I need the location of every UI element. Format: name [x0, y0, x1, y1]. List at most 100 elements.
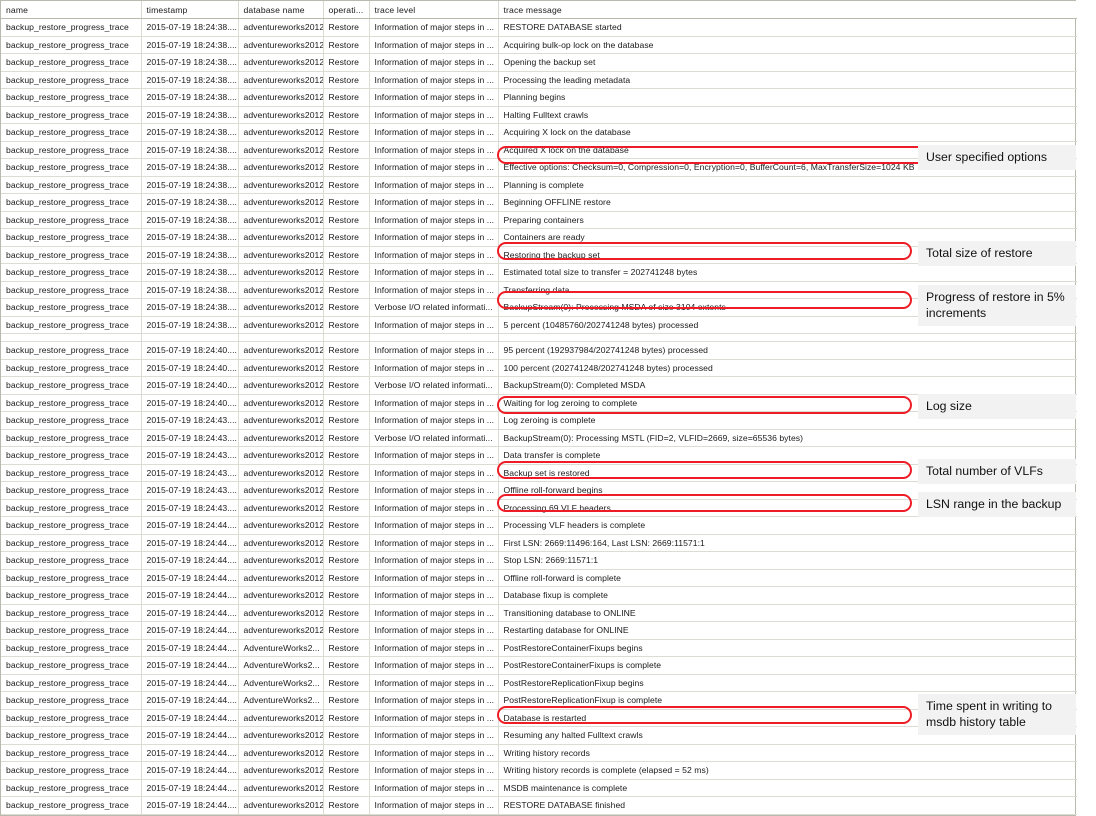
cell-db: adventureworks2012 [238, 551, 324, 570]
table-row[interactable]: backup_restore_progress_trace 2015-07-19 … [1, 359, 1077, 377]
cell-op: Restore [323, 709, 370, 727]
table-row[interactable]: backup_restore_progress_trace 2015-07-19 … [1, 709, 1077, 727]
annotation-label-total-size-of-restore: Total size of restore [918, 241, 1076, 266]
cell-db: adventureworks2012 [238, 141, 324, 159]
table-row[interactable]: backup_restore_progress_trace 2015-07-19 … [1, 263, 1077, 282]
cell-op: Restore [323, 551, 370, 570]
table-row[interactable]: backup_restore_progress_trace 2015-07-19 … [1, 316, 1077, 334]
cell-lvl: Information of major steps in ... [369, 656, 499, 675]
cell-op: Restore [323, 158, 370, 177]
table-row[interactable]: backup_restore_progress_trace 2015-07-19 … [1, 71, 1077, 89]
cell-msg: Stop LSN: 2669:11571:1 [498, 551, 1077, 570]
cell-ts: 2015-07-19 18:24:38.... [141, 123, 239, 142]
table-row[interactable]: backup_restore_progress_trace 2015-07-19 … [1, 123, 1077, 142]
cell-ts: 2015-07-19 18:24:43.... [141, 429, 239, 447]
table-row[interactable]: backup_restore_progress_trace 2015-07-19 … [1, 281, 1077, 299]
cell-name: backup_restore_progress_trace [1, 36, 142, 54]
table-row[interactable]: backup_restore_progress_trace 2015-07-19 … [1, 376, 1077, 395]
cell-ts: 2015-07-19 18:24:40.... [141, 359, 239, 377]
cell-lvl: Information of major steps in ... [369, 691, 499, 710]
cell-op: Restore [323, 779, 370, 797]
gap-cell-name [1, 333, 142, 342]
cell-name: backup_restore_progress_trace [1, 621, 142, 640]
table-row[interactable]: backup_restore_progress_trace 2015-07-19 … [1, 429, 1077, 447]
annotation-label-lsn-range: LSN range in the backup [918, 492, 1076, 517]
table-row[interactable]: backup_restore_progress_trace 2015-07-19 … [1, 158, 1077, 177]
column-header-db[interactable]: database name [238, 1, 324, 19]
cell-db: adventureworks2012 [238, 341, 324, 360]
table-row[interactable]: backup_restore_progress_trace 2015-07-19 … [1, 726, 1077, 745]
table-row[interactable]: backup_restore_progress_trace 2015-07-19 … [1, 18, 1077, 37]
table-row[interactable]: backup_restore_progress_trace 2015-07-19 … [1, 411, 1077, 430]
cell-ts: 2015-07-19 18:24:38.... [141, 88, 239, 107]
cell-name: backup_restore_progress_trace [1, 263, 142, 282]
cell-name: backup_restore_progress_trace [1, 298, 142, 317]
cell-msg: BackupStream(0): Processing MSTL (FID=2,… [498, 429, 1077, 447]
cell-db: adventureworks2012 [238, 429, 324, 447]
cell-op: Restore [323, 18, 370, 37]
cell-op: Restore [323, 639, 370, 657]
cell-name: backup_restore_progress_trace [1, 709, 142, 727]
column-header-lvl[interactable]: trace level [369, 1, 499, 19]
table-row[interactable]: backup_restore_progress_trace 2015-07-19 … [1, 796, 1077, 815]
table-row[interactable]: backup_restore_progress_trace 2015-07-19 … [1, 569, 1077, 587]
column-header-msg[interactable]: trace message [498, 1, 1077, 19]
column-header-ts[interactable]: timestamp [141, 1, 239, 19]
cell-lvl: Information of major steps in ... [369, 18, 499, 37]
cell-ts: 2015-07-19 18:24:43.... [141, 481, 239, 500]
table-row[interactable]: backup_restore_progress_trace 2015-07-19 … [1, 193, 1077, 212]
table-row[interactable]: backup_restore_progress_trace 2015-07-19 … [1, 88, 1077, 107]
cell-ts: 2015-07-19 18:24:38.... [141, 281, 239, 299]
table-row[interactable]: backup_restore_progress_trace 2015-07-19 … [1, 639, 1077, 657]
cell-db: adventureworks2012 [238, 394, 324, 412]
table-row[interactable]: backup_restore_progress_trace 2015-07-19 … [1, 621, 1077, 640]
cell-name: backup_restore_progress_trace [1, 211, 142, 229]
cell-op: Restore [323, 71, 370, 89]
table-row[interactable]: backup_restore_progress_trace 2015-07-19 … [1, 106, 1077, 124]
table-row[interactable]: backup_restore_progress_trace 2015-07-19 … [1, 341, 1077, 360]
cell-db: adventureworks2012 [238, 316, 324, 334]
table-row[interactable]: backup_restore_progress_trace 2015-07-19 … [1, 394, 1077, 412]
annotation-label-log-size: Log size [918, 394, 1076, 419]
table-row[interactable]: backup_restore_progress_trace 2015-07-19 … [1, 481, 1077, 500]
table-row[interactable]: backup_restore_progress_trace 2015-07-19 … [1, 691, 1077, 710]
cell-ts: 2015-07-19 18:24:40.... [141, 341, 239, 360]
table-row[interactable]: backup_restore_progress_trace 2015-07-19 … [1, 674, 1077, 692]
column-header-name[interactable]: name [1, 1, 142, 19]
cell-op: Restore [323, 429, 370, 447]
table-row[interactable]: backup_restore_progress_trace 2015-07-19 … [1, 228, 1077, 247]
table-row[interactable]: backup_restore_progress_trace 2015-07-19 … [1, 516, 1077, 535]
table-row[interactable]: backup_restore_progress_trace 2015-07-19 … [1, 779, 1077, 797]
cell-lvl: Information of major steps in ... [369, 411, 499, 430]
table-row[interactable]: backup_restore_progress_trace 2015-07-19 … [1, 176, 1077, 194]
column-header-op[interactable]: operati... [323, 1, 370, 19]
table-row[interactable]: backup_restore_progress_trace 2015-07-19 … [1, 36, 1077, 54]
cell-db: adventureworks2012 [238, 621, 324, 640]
table-row[interactable]: backup_restore_progress_trace 2015-07-19 … [1, 246, 1077, 264]
cell-ts: 2015-07-19 18:24:44.... [141, 639, 239, 657]
table-row[interactable]: backup_restore_progress_trace 2015-07-19 … [1, 141, 1077, 159]
table-row[interactable]: backup_restore_progress_trace 2015-07-19 … [1, 464, 1077, 482]
table-row[interactable]: backup_restore_progress_trace 2015-07-19 … [1, 761, 1077, 780]
table-row[interactable]: backup_restore_progress_trace 2015-07-19 … [1, 499, 1077, 517]
table-row[interactable]: backup_restore_progress_trace 2015-07-19 … [1, 551, 1077, 570]
cell-op: Restore [323, 499, 370, 517]
table-row[interactable]: backup_restore_progress_trace 2015-07-19 … [1, 211, 1077, 229]
cell-msg: Preparing containers [498, 211, 1077, 229]
cell-op: Restore [323, 228, 370, 247]
cell-db: adventureworks2012 [238, 281, 324, 299]
table-row[interactable]: backup_restore_progress_trace 2015-07-19 … [1, 586, 1077, 605]
cell-ts: 2015-07-19 18:24:44.... [141, 604, 239, 622]
cell-lvl: Information of major steps in ... [369, 499, 499, 517]
table-row[interactable]: backup_restore_progress_trace 2015-07-19 … [1, 534, 1077, 552]
table-row[interactable]: backup_restore_progress_trace 2015-07-19 … [1, 656, 1077, 675]
table-row[interactable]: backup_restore_progress_trace 2015-07-19 … [1, 604, 1077, 622]
table-row[interactable]: backup_restore_progress_trace 2015-07-19 … [1, 53, 1077, 72]
gap-cell-lvl [369, 333, 499, 342]
table-row[interactable]: backup_restore_progress_trace 2015-07-19 … [1, 446, 1077, 465]
cell-name: backup_restore_progress_trace [1, 639, 142, 657]
cell-op: Restore [323, 376, 370, 395]
table-row[interactable]: backup_restore_progress_trace 2015-07-19 … [1, 298, 1077, 317]
cell-name: backup_restore_progress_trace [1, 411, 142, 430]
